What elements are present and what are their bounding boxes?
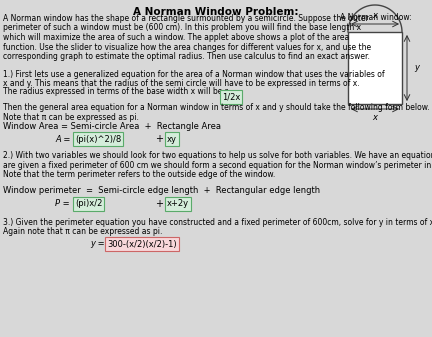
Text: x: x <box>372 113 378 122</box>
Text: Window perimeter  =  Semi-circle edge length  +  Rectangular edge length: Window perimeter = Semi-circle edge leng… <box>3 186 320 195</box>
Text: 1/2x: 1/2x <box>222 92 240 101</box>
Text: P =: P = <box>55 200 70 209</box>
Bar <box>348 32 402 104</box>
Text: x and y. This means that the radius of the semi circle will have to be expressed: x and y. This means that the radius of t… <box>3 80 359 89</box>
Text: xy: xy <box>167 134 177 144</box>
Text: Window Area = Semi-circle Area  +  Rectangle Area: Window Area = Semi-circle Area + Rectang… <box>3 122 221 131</box>
Text: 1.) First lets use a generalized equation for the area of a Norman window that u: 1.) First lets use a generalized equatio… <box>3 70 384 79</box>
Text: y: y <box>414 63 419 72</box>
Text: Note that π can be expressed as pi.: Note that π can be expressed as pi. <box>3 113 139 122</box>
Text: corresponding graph to estimate the optimal radius. Then use calculus to find an: corresponding graph to estimate the opti… <box>3 52 370 61</box>
Text: which will maximize the area of such a window. The applet above shows a plot of : which will maximize the area of such a w… <box>3 33 349 42</box>
Text: are given a fixed perimeter of 600 cm we should form a second equation for the N: are given a fixed perimeter of 600 cm we… <box>3 160 432 170</box>
Text: 2.) With two variables we should look for two equations to help us solve for bot: 2.) With two variables we should look fo… <box>3 151 432 160</box>
Text: y =: y = <box>90 240 105 248</box>
Text: +: + <box>155 134 163 144</box>
Text: x+2y: x+2y <box>167 200 189 209</box>
Text: x: x <box>372 11 378 20</box>
Text: (pi)x/2: (pi)x/2 <box>75 200 102 209</box>
Text: Again note that π can be expressed as pi.: Again note that π can be expressed as pi… <box>3 227 162 237</box>
Text: Then the general area equation for a Norman window in terms of x and y should ta: Then the general area equation for a Nor… <box>3 103 430 112</box>
Text: function. Use the slider to visualize how the area changes for different values : function. Use the slider to visualize ho… <box>3 42 371 52</box>
Text: 300-(x/2)(x/2)-1): 300-(x/2)(x/2)-1) <box>107 240 177 248</box>
Text: The radius expressed in terms of the base width x will be r =: The radius expressed in terms of the bas… <box>3 88 237 96</box>
Text: A Norman window:: A Norman window: <box>340 13 412 22</box>
Text: A Norman Window Problem:: A Norman Window Problem: <box>133 7 299 17</box>
Text: +: + <box>155 199 163 209</box>
Text: perimeter of such a window must be (600 cm). In this problem you will find the b: perimeter of such a window must be (600 … <box>3 24 361 32</box>
Text: A =: A = <box>55 134 70 144</box>
Text: Note that the term perimeter refers to the outside edge of the window.: Note that the term perimeter refers to t… <box>3 170 275 179</box>
Text: A Norman window has the shape of a rectangle surmounted by a semicircle. Suppose: A Norman window has the shape of a recta… <box>3 14 369 23</box>
Text: 3.) Given the perimeter equation you have constructed and a fixed perimeter of 6: 3.) Given the perimeter equation you hav… <box>3 218 432 227</box>
Text: (pi(x)^2)/8: (pi(x)^2)/8 <box>75 134 121 144</box>
